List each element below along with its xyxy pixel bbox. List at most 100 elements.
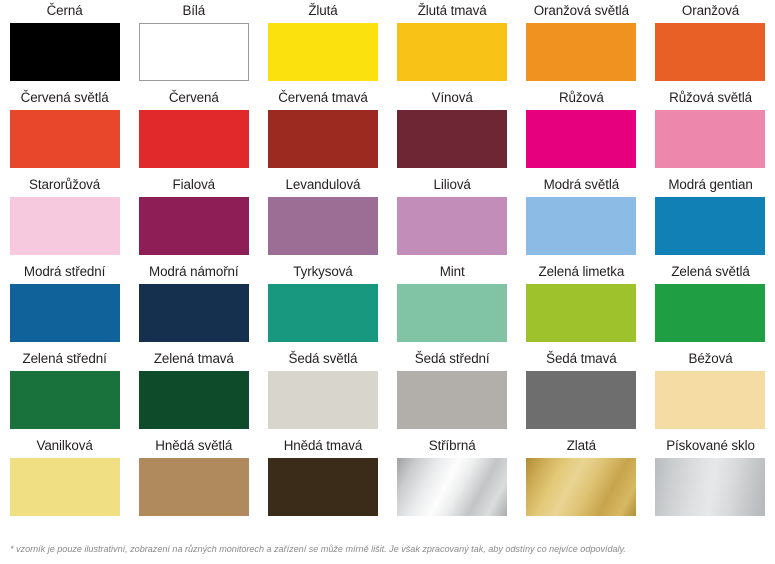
swatch-cell: Stříbrná xyxy=(388,435,517,522)
swatch-cell: Modrá světlá xyxy=(517,174,646,261)
swatch-cell: Modrá gentian xyxy=(646,174,775,261)
swatch-cell: Šedá střední xyxy=(388,348,517,435)
swatch-color-chip xyxy=(655,197,766,255)
swatch-cell: Vanilková xyxy=(0,435,129,522)
swatch-label: Modrá střední xyxy=(23,264,106,279)
swatch-cell: Růžová světlá xyxy=(646,87,775,174)
swatch-color-chip xyxy=(526,110,637,168)
swatch-color-chip xyxy=(267,371,378,429)
swatch-label: Červená xyxy=(168,90,219,105)
swatch-cell: Červená světlá xyxy=(0,87,129,174)
swatch-label: Liliová xyxy=(433,177,471,192)
swatch-color-chip xyxy=(526,197,637,255)
swatch-color-chip xyxy=(655,23,766,81)
swatch-label: Béžová xyxy=(688,351,733,366)
swatch-color-chip xyxy=(267,197,378,255)
swatch-color-chip xyxy=(138,23,249,81)
swatch-label: Fialová xyxy=(172,177,216,192)
swatch-label: Černá xyxy=(46,3,83,18)
swatch-label: Starorůžová xyxy=(29,177,101,192)
swatch-color-chip xyxy=(9,110,120,168)
swatch-cell: Mint xyxy=(388,261,517,348)
swatch-label: Šedá střední xyxy=(414,351,490,366)
swatch-color-chip xyxy=(397,371,508,429)
swatch-cell: Modrá námořní xyxy=(129,261,258,348)
swatch-cell: Hnědá tmavá xyxy=(258,435,387,522)
swatch-label: Zelená tmavá xyxy=(153,351,234,366)
swatch-color-chip xyxy=(655,110,766,168)
swatch-cell: Šedá světlá xyxy=(258,348,387,435)
swatch-label: Modrá gentian xyxy=(668,177,753,192)
swatch-label: Hnědá světlá xyxy=(155,438,233,453)
swatch-cell: Oranžová světlá xyxy=(517,0,646,87)
swatch-label: Růžová xyxy=(558,90,604,105)
swatch-cell: Žlutá xyxy=(258,0,387,87)
swatch-color-chip xyxy=(138,371,249,429)
swatch-color-chip xyxy=(267,23,378,81)
swatch-label: Vínová xyxy=(431,90,473,105)
swatch-label: Zelená světlá xyxy=(671,264,750,279)
swatch-color-chip xyxy=(655,458,766,516)
swatch-color-chip xyxy=(138,284,249,342)
swatch-label: Hnědá tmavá xyxy=(283,438,363,453)
swatch-cell: Oranžová xyxy=(646,0,775,87)
swatch-cell: Levandulová xyxy=(258,174,387,261)
swatch-label: Šedá tmavá xyxy=(546,351,617,366)
swatch-label: Oranžová xyxy=(681,3,740,18)
swatch-label: Červená tmavá xyxy=(278,90,368,105)
swatch-label: Červená světlá xyxy=(20,90,109,105)
swatch-color-chip xyxy=(267,110,378,168)
swatch-cell: Červená xyxy=(129,87,258,174)
swatch-cell: Hnědá světlá xyxy=(129,435,258,522)
swatch-color-chip xyxy=(526,371,637,429)
swatch-cell: Zelená střední xyxy=(0,348,129,435)
swatch-label: Levandulová xyxy=(285,177,361,192)
swatch-label: Modrá světlá xyxy=(543,177,620,192)
swatch-color-chip xyxy=(397,458,508,516)
swatch-label: Růžová světlá xyxy=(669,90,752,105)
swatch-cell: Černá xyxy=(0,0,129,87)
swatch-color-chip xyxy=(138,458,249,516)
swatch-cell: Zelená tmavá xyxy=(129,348,258,435)
swatch-color-chip xyxy=(9,284,120,342)
swatch-color-chip xyxy=(526,458,637,516)
color-swatch-grid: Černá Bílá Žlutá Žlutá tmavá Oranžová světlá… xyxy=(0,0,775,522)
swatch-label: Zlatá xyxy=(566,438,596,453)
swatch-color-chip xyxy=(138,110,249,168)
swatch-label: Tyrkysová xyxy=(293,264,353,279)
swatch-color-chip xyxy=(397,110,508,168)
swatch-cell: Liliová xyxy=(388,174,517,261)
swatch-color-chip xyxy=(267,284,378,342)
swatch-label: Mint xyxy=(439,264,465,279)
swatch-label: Vanilková xyxy=(36,438,93,453)
swatch-cell: Modrá střední xyxy=(0,261,129,348)
swatch-label: Pískované sklo xyxy=(666,438,755,453)
swatch-color-chip xyxy=(9,458,120,516)
swatch-color-chip xyxy=(397,284,508,342)
swatch-color-chip xyxy=(397,23,508,81)
swatch-label: Modrá námořní xyxy=(149,264,239,279)
swatch-cell: Zelená limetka xyxy=(517,261,646,348)
swatch-cell: Fialová xyxy=(129,174,258,261)
swatch-cell: Červená tmavá xyxy=(258,87,387,174)
swatch-color-chip xyxy=(267,458,378,516)
swatch-color-chip xyxy=(397,197,508,255)
swatch-cell: Šedá tmavá xyxy=(517,348,646,435)
swatch-cell: Béžová xyxy=(646,348,775,435)
swatch-cell: Pískované sklo xyxy=(646,435,775,522)
swatch-color-chip xyxy=(526,23,637,81)
swatch-label: Zelená limetka xyxy=(538,264,625,279)
footnote-disclaimer: * vzorník je pouze ilustrativní, zobraze… xyxy=(10,544,626,554)
swatch-label: Žlutá tmavá xyxy=(417,3,487,18)
swatch-label: Stříbrná xyxy=(428,438,476,453)
swatch-cell: Tyrkysová xyxy=(258,261,387,348)
swatch-color-chip xyxy=(655,284,766,342)
swatch-color-chip xyxy=(655,371,766,429)
swatch-label: Oranžová světlá xyxy=(533,3,629,18)
swatch-cell: Růžová xyxy=(517,87,646,174)
swatch-cell: Bílá xyxy=(129,0,258,87)
swatch-label: Žlutá xyxy=(308,3,338,18)
swatch-cell: Žlutá tmavá xyxy=(388,0,517,87)
swatch-color-chip xyxy=(9,197,120,255)
swatch-color-chip xyxy=(138,197,249,255)
